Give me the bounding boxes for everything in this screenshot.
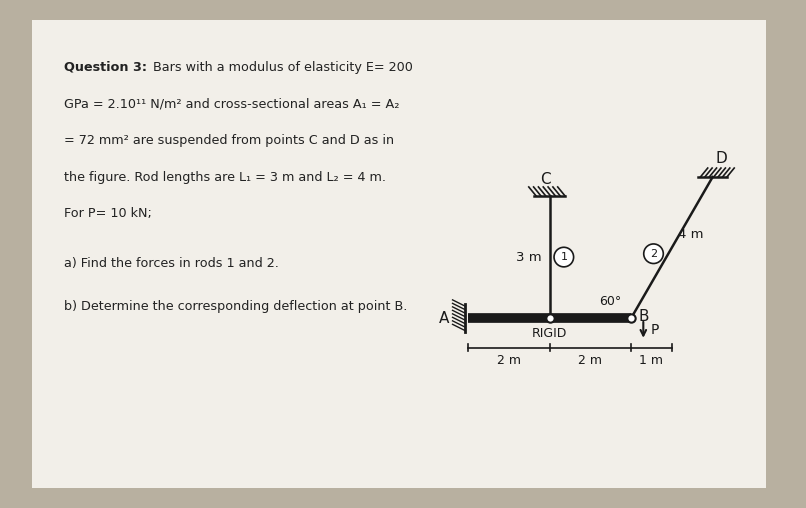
- Text: 1 m: 1 m: [639, 354, 663, 367]
- Text: 4 m: 4 m: [678, 229, 704, 241]
- Circle shape: [554, 247, 574, 267]
- Text: A: A: [438, 311, 449, 326]
- Text: For P= 10 kN;: For P= 10 kN;: [64, 207, 152, 220]
- Circle shape: [644, 244, 663, 264]
- Text: = 72 mm² are suspended from points C and D as in: = 72 mm² are suspended from points C and…: [64, 134, 395, 147]
- Text: 2: 2: [650, 249, 657, 259]
- Text: 2 m: 2 m: [579, 354, 602, 367]
- Text: C: C: [540, 172, 550, 187]
- Text: 60°: 60°: [600, 295, 622, 308]
- Text: a) Find the forces in rods 1 and 2.: a) Find the forces in rods 1 and 2.: [64, 257, 280, 270]
- Text: RIGID: RIGID: [532, 327, 567, 340]
- Text: 3 m: 3 m: [516, 250, 542, 264]
- Text: Bars with a modulus of elasticity E= 200: Bars with a modulus of elasticity E= 200: [149, 61, 413, 74]
- Text: GPa = 2.10¹¹ N/m² and cross-sectional areas A₁ = A₂: GPa = 2.10¹¹ N/m² and cross-sectional ar…: [64, 98, 400, 111]
- Text: P: P: [650, 324, 659, 337]
- Text: D: D: [716, 150, 728, 166]
- Text: the figure. Rod lengths are L₁ = 3 m and L₂ = 4 m.: the figure. Rod lengths are L₁ = 3 m and…: [64, 171, 387, 184]
- Text: B: B: [638, 309, 649, 324]
- FancyBboxPatch shape: [32, 20, 766, 488]
- Text: Question 3:: Question 3:: [64, 61, 147, 74]
- Text: 1: 1: [560, 252, 567, 262]
- Text: 2 m: 2 m: [496, 354, 521, 367]
- Text: b) Determine the corresponding deflection at point B.: b) Determine the corresponding deflectio…: [64, 300, 408, 313]
